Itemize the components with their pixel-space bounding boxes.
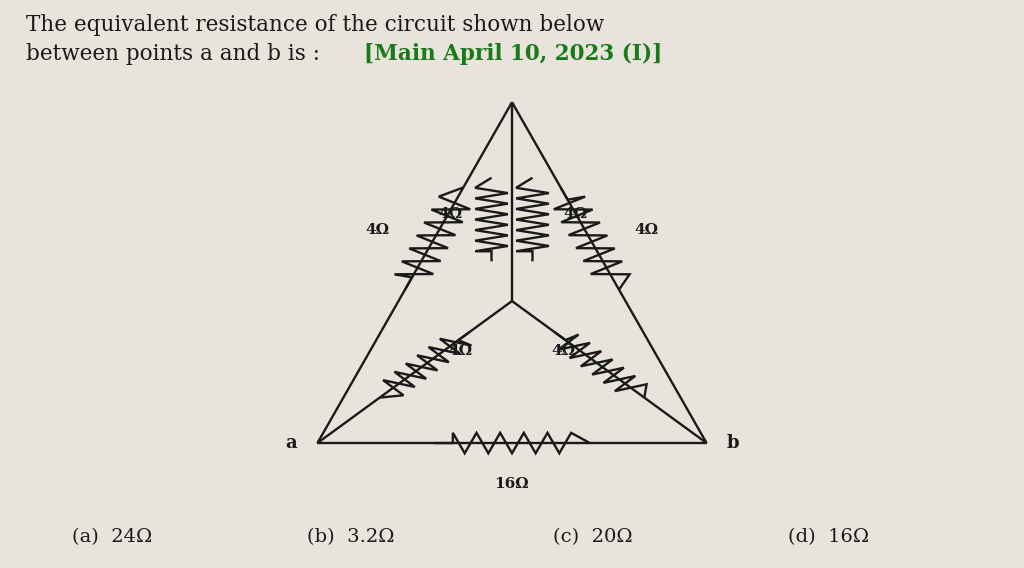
Text: a: a xyxy=(286,434,297,452)
Text: (b)  3.2Ω: (b) 3.2Ω xyxy=(307,528,394,546)
Text: 4Ω: 4Ω xyxy=(366,223,390,237)
Text: [Main April 10, 2023 (I)]: [Main April 10, 2023 (I)] xyxy=(364,43,662,65)
Text: 4Ω: 4Ω xyxy=(552,344,575,358)
Text: 16Ω: 16Ω xyxy=(495,477,529,491)
Text: 4Ω: 4Ω xyxy=(634,223,658,237)
Text: b: b xyxy=(727,434,739,452)
Text: 4Ω: 4Ω xyxy=(449,344,472,358)
Text: (a)  24Ω: (a) 24Ω xyxy=(72,528,152,546)
Text: between points a and b is :: between points a and b is : xyxy=(26,43,319,65)
Text: The equivalent resistance of the circuit shown below: The equivalent resistance of the circuit… xyxy=(26,14,604,36)
Text: (c)  20Ω: (c) 20Ω xyxy=(553,528,633,546)
Text: (d)  16Ω: (d) 16Ω xyxy=(788,528,869,546)
Text: 4Ω: 4Ω xyxy=(563,207,588,221)
Text: 4Ω: 4Ω xyxy=(438,207,463,221)
